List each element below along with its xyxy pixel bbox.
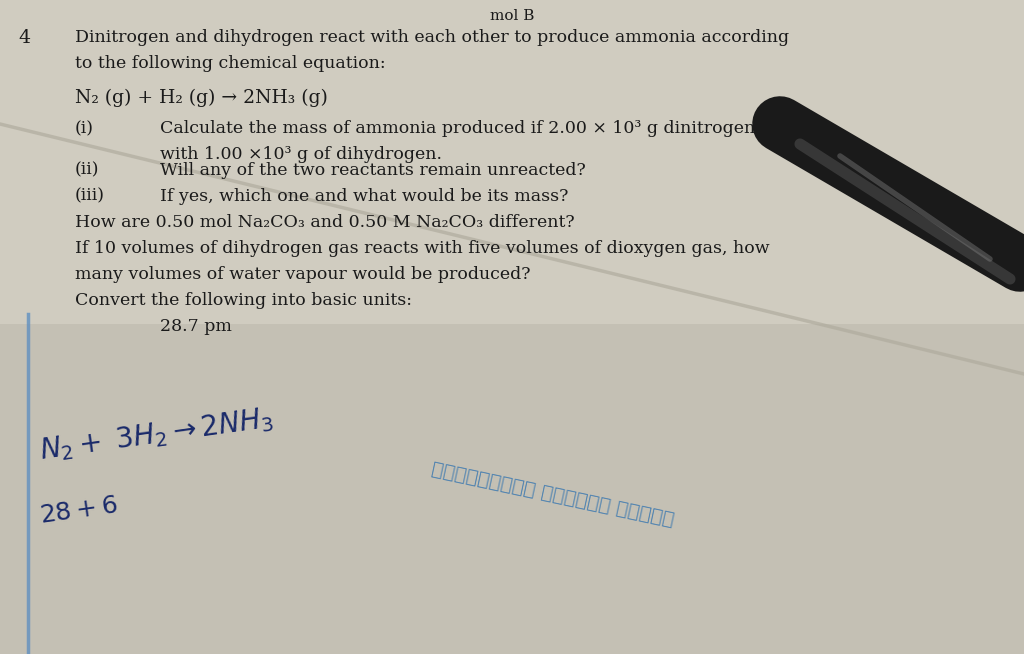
Text: Convert the following into basic units:: Convert the following into basic units: [75, 292, 412, 309]
Bar [0, 0, 1024, 324]
Text: 4: 4 [18, 29, 30, 47]
Text: (ii): (ii) [75, 162, 99, 179]
Bar [0, 324, 1024, 654]
Text: many volumes of water vapour would be produced?: many volumes of water vapour would be pr… [75, 266, 530, 283]
Text: If 10 volumes of dihydrogen gas reacts with five volumes of dioxygen gas, how: If 10 volumes of dihydrogen gas reacts w… [75, 239, 770, 256]
Text: with 1.00 ×10³ g of dihydrogen.: with 1.00 ×10³ g of dihydrogen. [160, 146, 442, 163]
Text: mol B: mol B [489, 9, 535, 23]
Text: N₂ (g) + H₂ (g) → 2NH₃ (g): N₂ (g) + H₂ (g) → 2NH₃ (g) [75, 89, 328, 107]
Text: বিদ্যালয় শিক্ষা দপ্তর: বিদ্যালয় শিক্ষা দপ্তর [430, 459, 676, 529]
Text: Dinitrogen and dihydrogen react with each other to produce ammonia according: Dinitrogen and dihydrogen react with eac… [75, 29, 790, 46]
Text: $\mathit{N}_2 + \ 3\mathit{H}_2 \rightarrow 2\mathit{N}\mathit{H}_3$: $\mathit{N}_2 + \ 3\mathit{H}_2 \rightar… [38, 404, 274, 466]
Text: (iii): (iii) [75, 188, 105, 205]
Text: $28 + 6$: $28 + 6$ [38, 494, 120, 528]
Text: How are 0.50 mol Na₂CO₃ and 0.50 M Na₂CO₃ different?: How are 0.50 mol Na₂CO₃ and 0.50 M Na₂CO… [75, 214, 574, 231]
Text: (i): (i) [75, 120, 94, 137]
Text: If yes, which one and what would be its mass?: If yes, which one and what would be its … [160, 188, 568, 205]
Text: Will any of the two reactants remain unreacted?: Will any of the two reactants remain unr… [160, 162, 586, 179]
Text: 28.7 pm: 28.7 pm [160, 318, 231, 335]
Text: Calculate the mass of ammonia produced if 2.00 × 10³ g dinitrogen reacts: Calculate the mass of ammonia produced i… [160, 120, 815, 137]
Text: to the following chemical equation:: to the following chemical equation: [75, 55, 386, 72]
